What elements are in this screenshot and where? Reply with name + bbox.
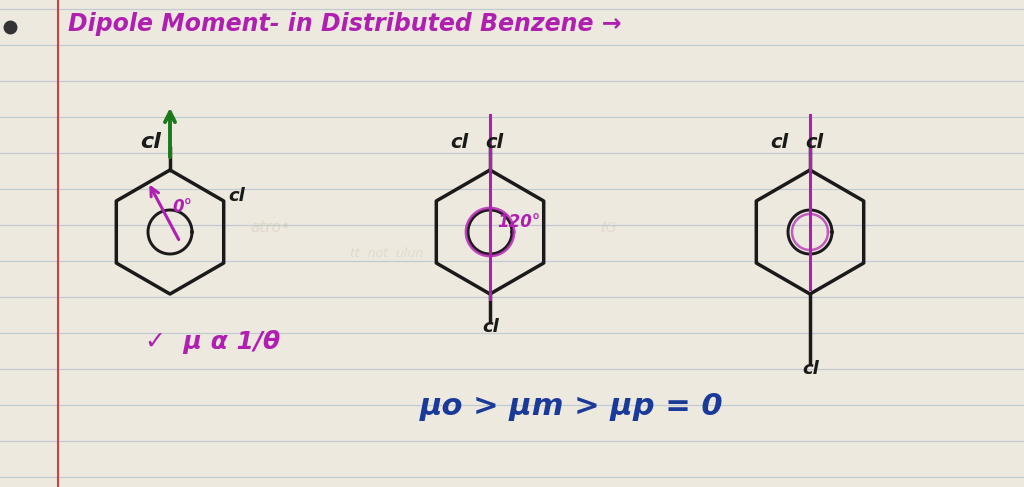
Text: Dipole Moment- in Distributed Benzene →: Dipole Moment- in Distributed Benzene → (68, 12, 622, 36)
Text: tt  not  ulun: tt not ulun (350, 247, 423, 260)
Text: cl: cl (805, 133, 823, 152)
Text: μo > μm > μp = 0: μo > μm > μp = 0 (420, 392, 724, 421)
Text: cl: cl (482, 318, 499, 336)
Text: ℓG: ℓG (600, 221, 616, 235)
Text: cl: cl (140, 132, 161, 152)
Text: 0°: 0° (172, 198, 193, 216)
Text: ✓  μ α 1/θ: ✓ μ α 1/θ (145, 330, 281, 354)
Text: atro•: atro• (250, 220, 290, 235)
Text: cl: cl (770, 133, 788, 152)
Text: cl: cl (228, 187, 246, 205)
Text: cl: cl (450, 133, 468, 152)
Text: cl: cl (485, 133, 503, 152)
Text: 120°: 120° (497, 213, 541, 231)
Text: cl: cl (802, 360, 819, 378)
